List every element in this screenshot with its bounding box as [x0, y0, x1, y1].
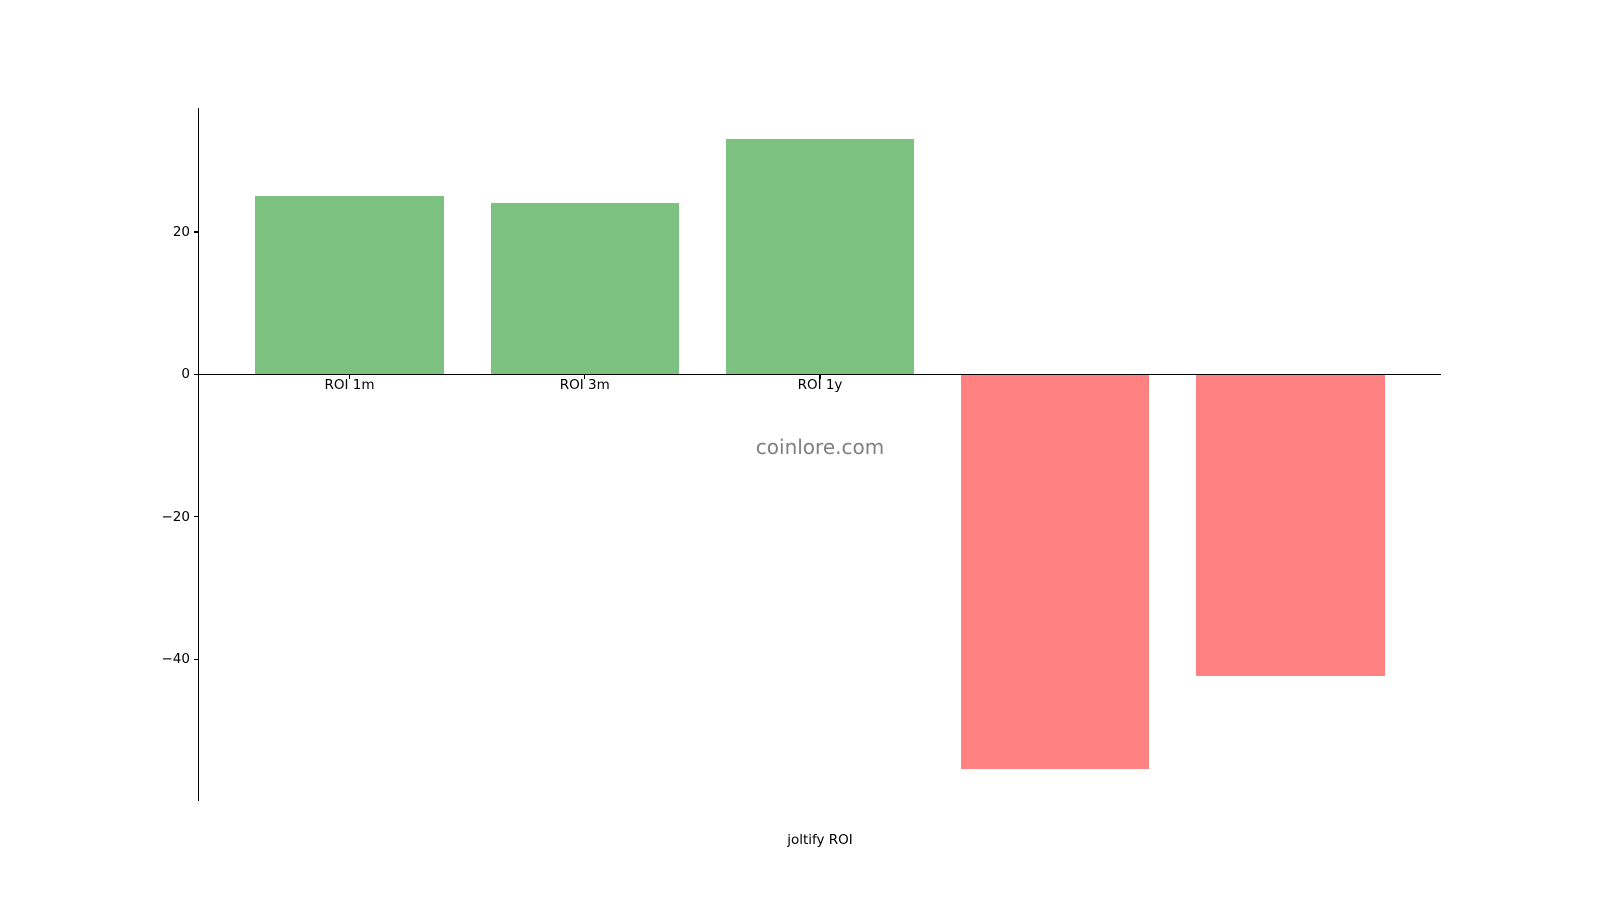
x-tick-mark — [819, 374, 821, 379]
x-tick-label: ROI 1y — [797, 376, 843, 393]
bar-negative-3 — [961, 374, 1150, 769]
x-tick-mark — [584, 374, 586, 379]
y-tick-label: −40 — [161, 651, 191, 668]
y-tick-mark — [194, 658, 198, 660]
y-tick-mark — [194, 373, 198, 375]
x-axis-title: joltify ROI — [787, 832, 853, 848]
y-tick-mark — [194, 231, 198, 233]
x-tick-label: ROI 1m — [324, 376, 375, 393]
watermark-text: coinlore.com — [755, 435, 885, 459]
y-axis-spine — [197, 108, 199, 801]
bar-roi-1m — [255, 196, 444, 375]
y-tick-label: 20 — [172, 223, 190, 240]
y-tick-label: −20 — [161, 508, 191, 525]
x-tick-mark — [348, 374, 351, 379]
y-tick-label: 0 — [181, 366, 190, 383]
bar-roi-1y — [725, 139, 915, 375]
bar-roi-3m — [490, 203, 679, 375]
bar-negative-4 — [1196, 374, 1385, 676]
x-tick-label: ROI 3m — [559, 376, 610, 393]
y-tick-mark — [194, 516, 198, 518]
